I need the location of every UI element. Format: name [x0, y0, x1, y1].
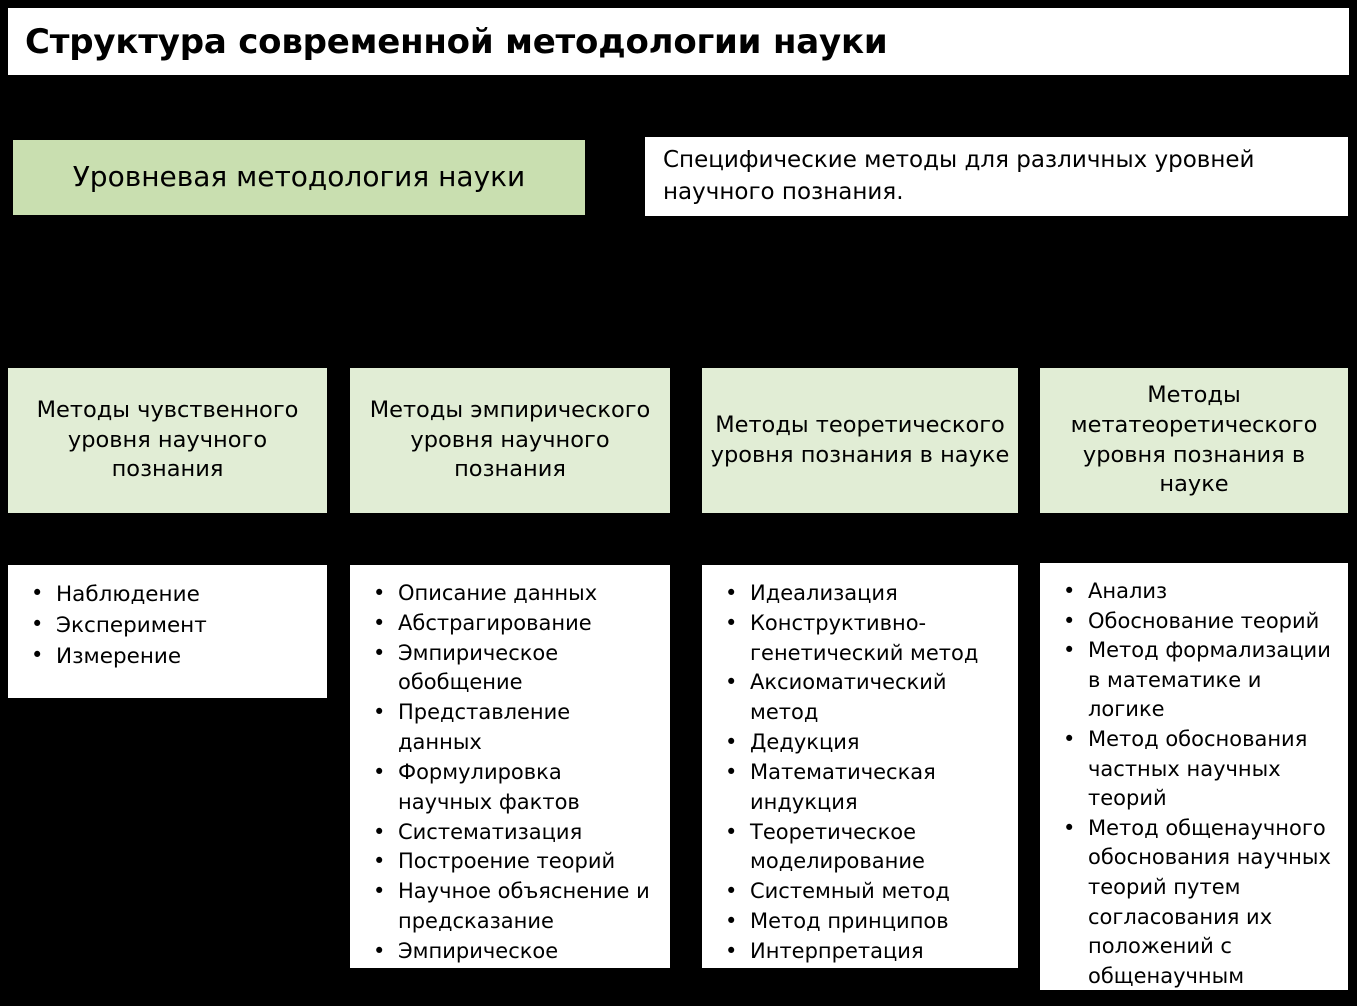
slide-title-bar: Структура современной методологии науки: [8, 8, 1349, 75]
list-item: Систематизация: [360, 818, 660, 848]
column-header-sensory[interactable]: Методы чувственного уровня научного позн…: [8, 368, 327, 513]
list-item: Метод общенаучного обоснования научных т…: [1050, 814, 1338, 990]
list-item: Представление данных: [360, 698, 660, 758]
list-item: Дедукция: [712, 728, 1008, 758]
list-item: Эмпирическое обобщение: [360, 639, 660, 699]
list-item: Научное объяснение и предсказание: [360, 877, 660, 937]
list-item: Метод обоснования частных научных теорий: [1050, 725, 1338, 814]
description-box: Специфические методы для различных уровн…: [645, 137, 1348, 216]
list-item: Наблюдение: [18, 579, 317, 610]
list-item: Описание данных: [360, 579, 660, 609]
list-item: Метод принципов: [712, 907, 1008, 937]
level-methodology-box[interactable]: Уровневая методология науки: [13, 140, 585, 215]
list-item: Интерпретация теории: [712, 937, 1008, 968]
column-header-theoretical[interactable]: Методы теоретического уровня познания в …: [702, 368, 1018, 513]
list-item: Конструктивно-генетический метод: [712, 609, 1008, 669]
column-header-label: Методы эмпирического уровня научного поз…: [369, 396, 651, 483]
list-item: Математическая индукция: [712, 758, 1008, 818]
list-item: Идеализация: [712, 579, 1008, 609]
list-item: Формулировка научных фактов: [360, 758, 660, 818]
list-item: Метод формализации в математике и логике: [1050, 636, 1338, 725]
list-item: Теоретическое моделирование: [712, 818, 1008, 878]
column-list-sensory: Наблюдение Эксперимент Измерение: [8, 565, 327, 698]
column-header-label: Методы теоретического уровня познания в …: [710, 411, 1010, 468]
bullet-list: Анализ Обоснование теорий Метод формализ…: [1050, 577, 1338, 990]
level-methodology-label: Уровневая методология науки: [72, 160, 526, 194]
column-list-metatheoretical: Анализ Обоснование теорий Метод формализ…: [1040, 563, 1348, 990]
column-header-empirical[interactable]: Методы эмпирического уровня научного поз…: [350, 368, 670, 513]
column-list-empirical: Описание данных Абстрагирование Эмпириче…: [350, 565, 670, 968]
list-item: Обоснование теорий: [1050, 607, 1338, 637]
list-item: Абстрагирование: [360, 609, 660, 639]
column-header-metatheoretical[interactable]: Методы метатеоретического уровня познани…: [1040, 368, 1348, 513]
list-item: Эксперимент: [18, 610, 317, 641]
list-item: Эмпирическое моделирование: [360, 937, 660, 968]
list-item: Анализ: [1050, 577, 1338, 607]
bullet-list: Идеализация Конструктивно-генетический м…: [712, 579, 1008, 968]
bullet-list: Наблюдение Эксперимент Измерение: [18, 579, 317, 673]
list-item: Системный метод: [712, 877, 1008, 907]
page-title: Структура современной методологии науки: [25, 21, 888, 62]
bullet-list: Описание данных Абстрагирование Эмпириче…: [360, 579, 660, 968]
column-list-theoretical: Идеализация Конструктивно-генетический м…: [702, 565, 1018, 968]
column-header-label: Методы чувственного уровня научного позн…: [36, 396, 299, 483]
list-item: Аксиоматический метод: [712, 668, 1008, 728]
list-item: Измерение: [18, 641, 317, 672]
list-item: Построение теорий: [360, 847, 660, 877]
column-header-label: Методы метатеоретического уровня познани…: [1070, 382, 1318, 498]
description-text: Специфические методы для различных уровн…: [663, 147, 1255, 205]
